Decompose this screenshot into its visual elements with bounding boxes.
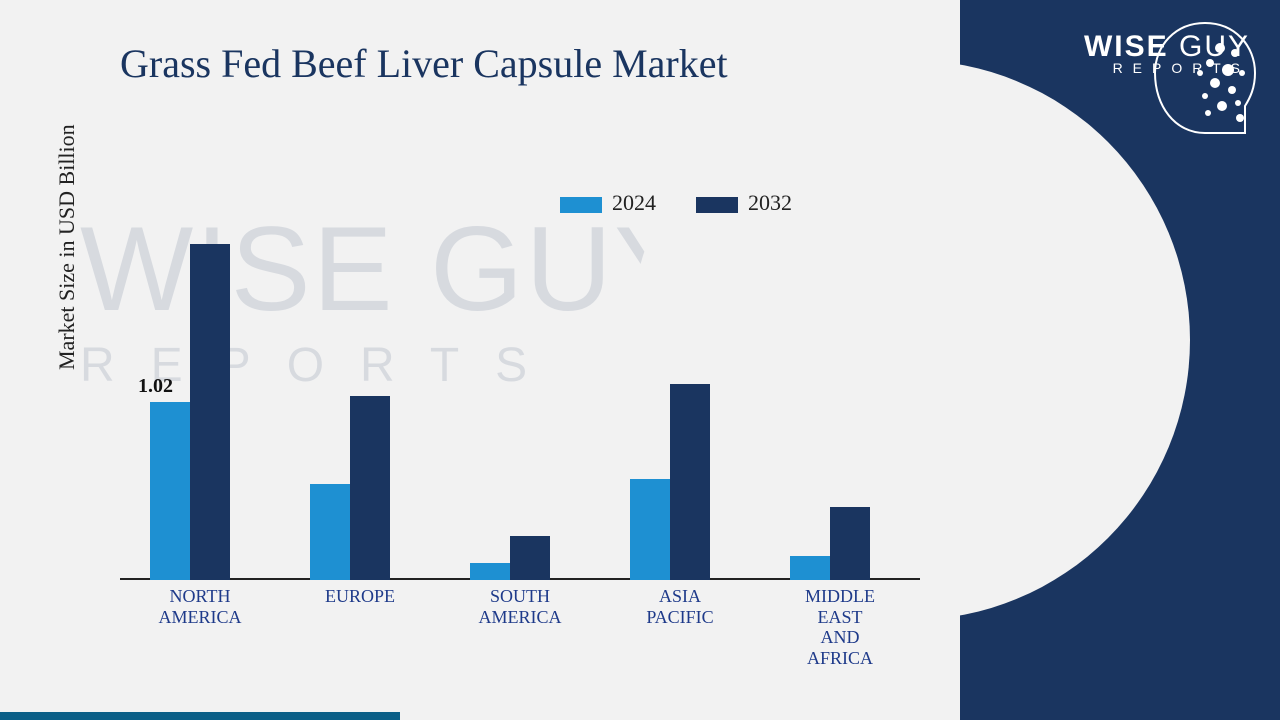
x-axis-label: NORTHAMERICA	[130, 586, 270, 627]
bar-2032	[510, 536, 550, 580]
brand-logo: WISE GUY REPORTS	[1084, 30, 1250, 76]
legend-swatch	[560, 197, 602, 213]
bar-2024	[470, 563, 510, 581]
accent-bar	[0, 712, 400, 720]
x-axis-label: ASIAPACIFIC	[610, 586, 750, 627]
x-axis-label: SOUTHAMERICA	[450, 586, 590, 627]
legend: 2024 2032	[560, 190, 832, 216]
bar-chart: 1.02NORTHAMERICAEUROPESOUTHAMERICAASIAPA…	[120, 230, 920, 580]
bar-2032	[350, 396, 390, 580]
bar-2024	[150, 402, 190, 581]
bar-2024	[630, 479, 670, 581]
y-axis-label: Market Size in USD Billion	[54, 124, 80, 370]
legend-item: 2024	[560, 190, 656, 216]
bar-2032	[670, 384, 710, 580]
chart-title: Grass Fed Beef Liver Capsule Market	[120, 40, 728, 87]
legend-label: 2032	[748, 190, 792, 215]
brand-word-1: WISE	[1084, 30, 1169, 63]
x-axis-label: MIDDLEEASTANDAFRICA	[770, 586, 910, 669]
bar-value-label: 1.02	[138, 375, 173, 398]
page: WISE GUY REPORTS WISE GUY REPORTS Grass …	[0, 0, 1280, 720]
legend-swatch	[696, 197, 738, 213]
legend-label: 2024	[612, 190, 656, 215]
brand-word-2: GUY	[1179, 30, 1250, 63]
x-axis-label: EUROPE	[290, 586, 430, 607]
bar-2024	[790, 556, 830, 581]
bar-2024	[310, 484, 350, 580]
legend-item: 2032	[696, 190, 792, 216]
bar-2032	[830, 507, 870, 581]
bar-2032	[190, 244, 230, 580]
